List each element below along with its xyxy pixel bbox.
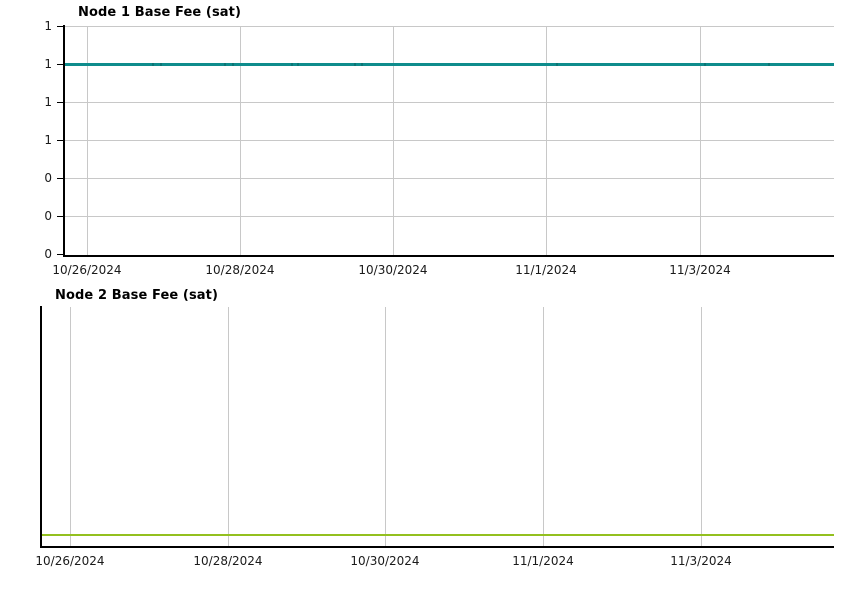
gridline-vertical [87, 26, 88, 256]
data-point-marker [354, 63, 356, 66]
series-node2-base-fee [41, 534, 834, 536]
gridline-vertical [70, 307, 71, 547]
gridline-vertical [701, 307, 702, 547]
x-axis-label: 11/3/2024 [669, 263, 731, 277]
gridline-vertical [240, 26, 241, 256]
plot-background-node1 [64, 26, 834, 256]
x-axis-node1 [63, 255, 834, 257]
x-axis-label: 10/30/2024 [358, 263, 428, 277]
gridline-horizontal [64, 26, 834, 27]
x-axis-label: 10/26/2024 [52, 263, 122, 277]
gridline-horizontal [64, 216, 834, 217]
y-axis-label: 0 [44, 247, 52, 261]
chart-title-node2: Node 2 Base Fee (sat) [55, 288, 219, 303]
gridline-vertical [546, 26, 547, 256]
x-axis-label: 10/28/2024 [205, 263, 275, 277]
x-axis-label: 10/30/2024 [350, 554, 420, 568]
x-axis-label: 11/3/2024 [670, 554, 732, 568]
plot-background-node2 [41, 307, 834, 547]
series-node1-base-fee [64, 63, 834, 66]
gridline-vertical [393, 26, 394, 256]
data-point-marker [152, 63, 154, 66]
y-axis-label: 1 [44, 19, 52, 33]
gridline-vertical [700, 26, 701, 256]
gridline-horizontal [64, 140, 834, 141]
x-axis-label: 10/26/2024 [35, 554, 105, 568]
chart-title-node1: Node 1 Base Fee (sat) [78, 5, 242, 20]
y-axis-tick [57, 64, 63, 65]
y-axis-tick [57, 140, 63, 141]
data-point-marker [160, 63, 162, 66]
data-point-marker [297, 63, 299, 66]
chart-panel-node2: Node 2 Base Fee (sat) 10/26/2024 10/28/2… [0, 285, 860, 600]
y-axis-label: 0 [44, 209, 52, 223]
data-point-marker [361, 63, 363, 66]
y-axis-label: 1 [44, 95, 52, 109]
x-axis-label: 10/28/2024 [193, 554, 263, 568]
data-point-marker [556, 63, 558, 66]
data-point-marker [291, 63, 293, 66]
x-axis-label: 11/1/2024 [515, 263, 577, 277]
gridline-horizontal [64, 178, 834, 179]
x-axis-node2 [40, 546, 834, 548]
y-axis-tick [57, 102, 63, 103]
chart-panel-node1: Node 1 Base Fee (sat) [0, 0, 860, 285]
gridline-vertical [228, 307, 229, 547]
y-axis-label: 0 [44, 171, 52, 185]
gridline-vertical [385, 307, 386, 547]
y-axis-tick [57, 26, 63, 27]
y-axis-tick [57, 254, 63, 255]
y-axis-label: 1 [44, 133, 52, 147]
y-axis-tick [57, 216, 63, 217]
plot-area-node2 [41, 307, 834, 547]
data-point-marker [224, 63, 226, 66]
y-axis-node1 [63, 25, 65, 257]
gridline-horizontal [64, 102, 834, 103]
data-point-marker [704, 63, 706, 66]
y-axis-tick [57, 178, 63, 179]
data-point-marker [768, 63, 770, 66]
y-axis-label: 1 [44, 57, 52, 71]
gridline-vertical [543, 307, 544, 547]
plot-area-node1 [64, 26, 834, 256]
data-point-marker [232, 63, 234, 66]
x-axis-label: 11/1/2024 [512, 554, 574, 568]
y-axis-node2 [40, 306, 42, 547]
